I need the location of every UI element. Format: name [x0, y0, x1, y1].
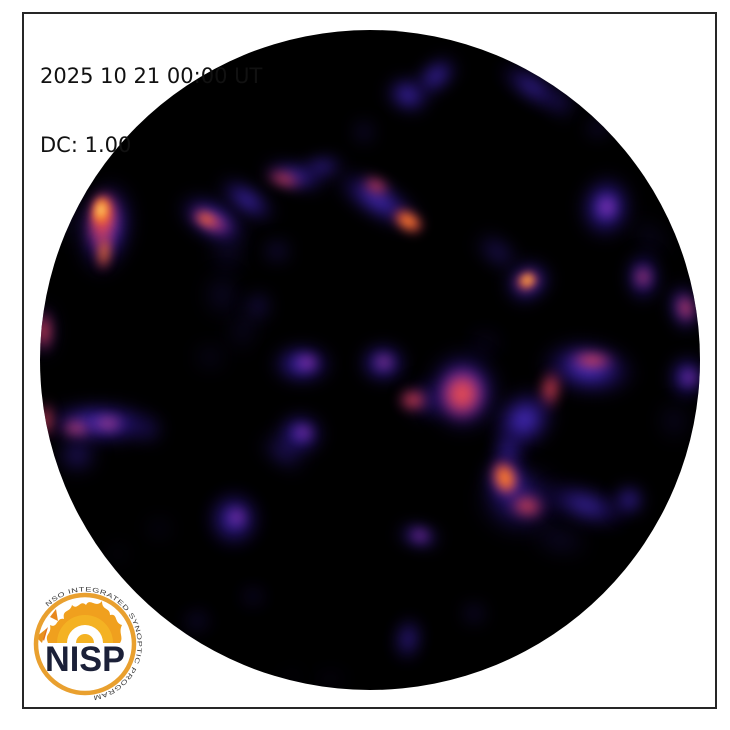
active-region-blob	[613, 484, 645, 516]
active-region-blob	[55, 435, 99, 475]
active-region-blob	[263, 240, 291, 262]
solar-disk	[40, 30, 700, 690]
active-region-blob	[40, 308, 52, 354]
active-region-blob	[109, 547, 127, 561]
active-region-blob	[180, 605, 214, 637]
observation-stamp: 2025 10 21 00:00 UT DC: 1.00	[40, 19, 262, 203]
observation-datetime: 2025 10 21 00:00 UT	[40, 64, 263, 88]
active-region-blob	[241, 586, 265, 606]
duty-cycle-value: DC: 1.00	[40, 133, 132, 157]
active-region-blob	[40, 400, 53, 440]
active-region-blob	[275, 667, 307, 685]
active-region-blob	[228, 507, 246, 527]
active-region-blob	[661, 402, 687, 440]
active-region-blob	[355, 120, 373, 144]
active-region-blob	[92, 415, 124, 431]
active-region-blob	[463, 603, 485, 623]
active-region-blob	[147, 519, 171, 537]
nisp-logo: NSO INTEGRATED SYNOPTIC PROGRAM NISP	[29, 586, 142, 701]
active-region-blob	[390, 613, 426, 665]
active-region-blob	[636, 266, 650, 288]
active-region-blob	[307, 669, 353, 687]
active-region-blob	[586, 119, 610, 137]
logo-flame-spark-upper	[50, 609, 58, 621]
logo-flame-spark-outer	[36, 629, 46, 643]
logo-ring	[33, 592, 137, 696]
active-region-blob	[245, 291, 271, 321]
active-region-blob	[294, 425, 312, 439]
logo-acronym-text: NISP	[45, 640, 125, 679]
active-region-blob	[205, 272, 239, 318]
active-region-blob	[682, 369, 696, 385]
logo-arch	[67, 625, 103, 643]
active-region-blob	[195, 346, 225, 368]
active-region-blob	[296, 354, 318, 370]
active-region-blob	[397, 388, 429, 412]
active-region-blob	[528, 521, 592, 559]
active-region-blob	[376, 356, 392, 368]
active-region-blob	[598, 195, 616, 219]
